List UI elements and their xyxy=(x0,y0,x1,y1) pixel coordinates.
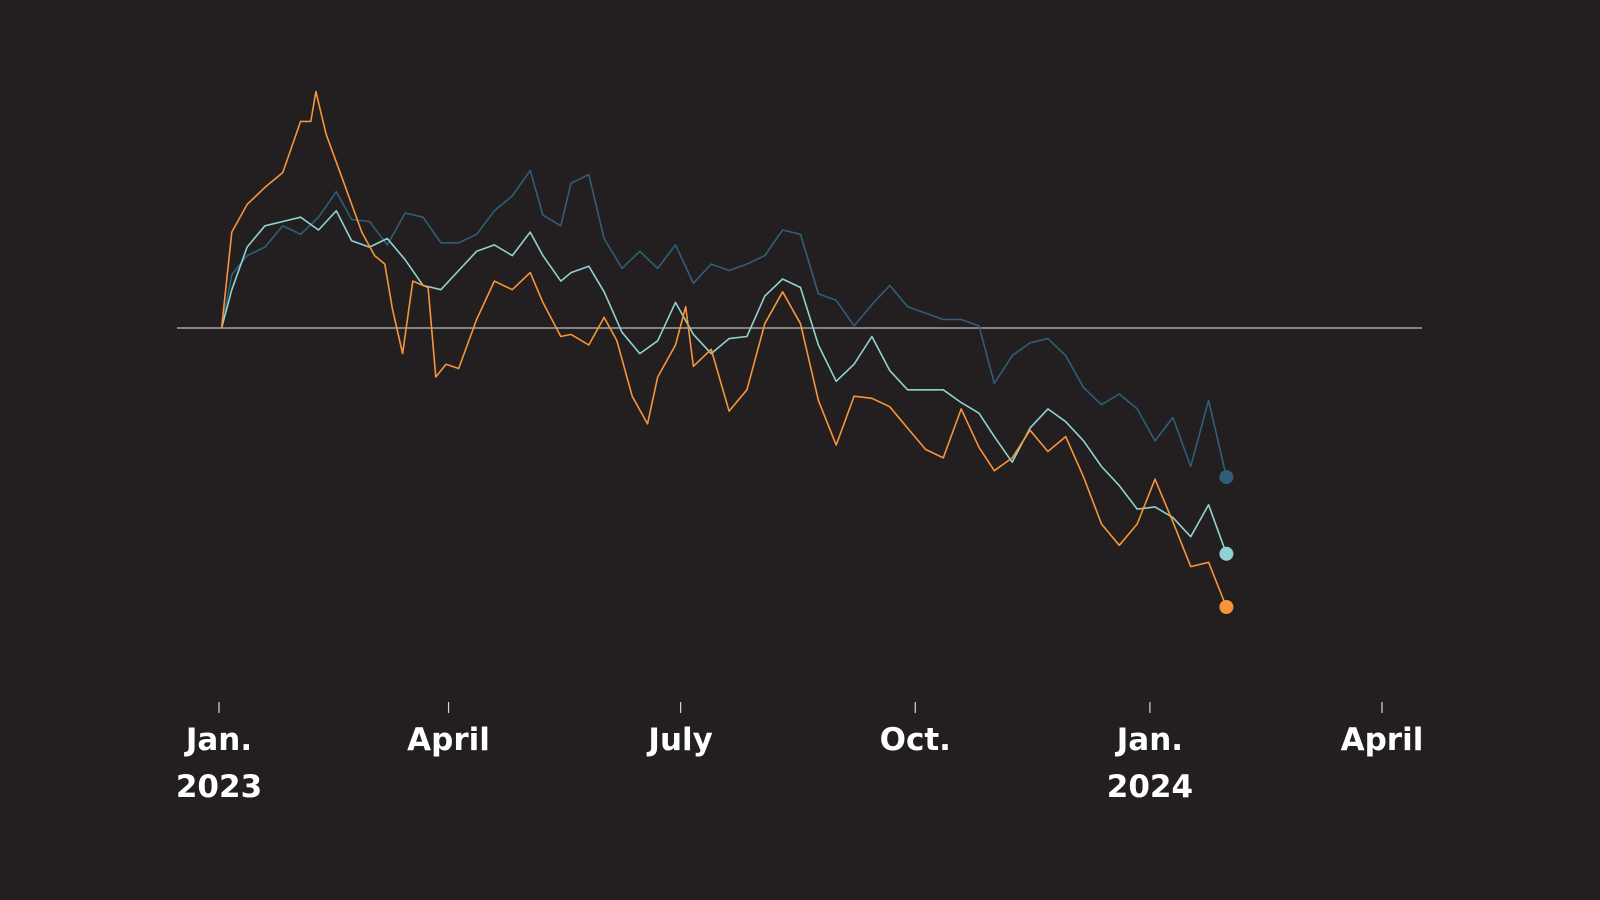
series-line-1 xyxy=(220,169,1228,478)
end-marker-layer xyxy=(1219,470,1234,614)
x-axis: Jan. 2023 April July Oct. Jan. 2024 April xyxy=(176,702,1424,805)
x-tick-label: April xyxy=(407,722,490,758)
x-tick-label-year: 2023 xyxy=(176,769,262,805)
x-tick-label: Jan. xyxy=(1115,722,1183,758)
x-tick-label: Jan. xyxy=(184,722,252,758)
x-tick-label: April xyxy=(1341,722,1424,758)
x-tick-label-year: 2024 xyxy=(1107,769,1193,805)
series-line-2 xyxy=(220,210,1228,555)
series-end-marker-1 xyxy=(1219,470,1234,485)
x-tick-label: July xyxy=(646,722,712,758)
series-end-marker-2 xyxy=(1219,546,1234,561)
series-line-3 xyxy=(220,90,1228,608)
series-layer xyxy=(220,90,1228,608)
x-tick-label: Oct. xyxy=(880,722,951,758)
series-end-marker-3 xyxy=(1219,600,1234,614)
